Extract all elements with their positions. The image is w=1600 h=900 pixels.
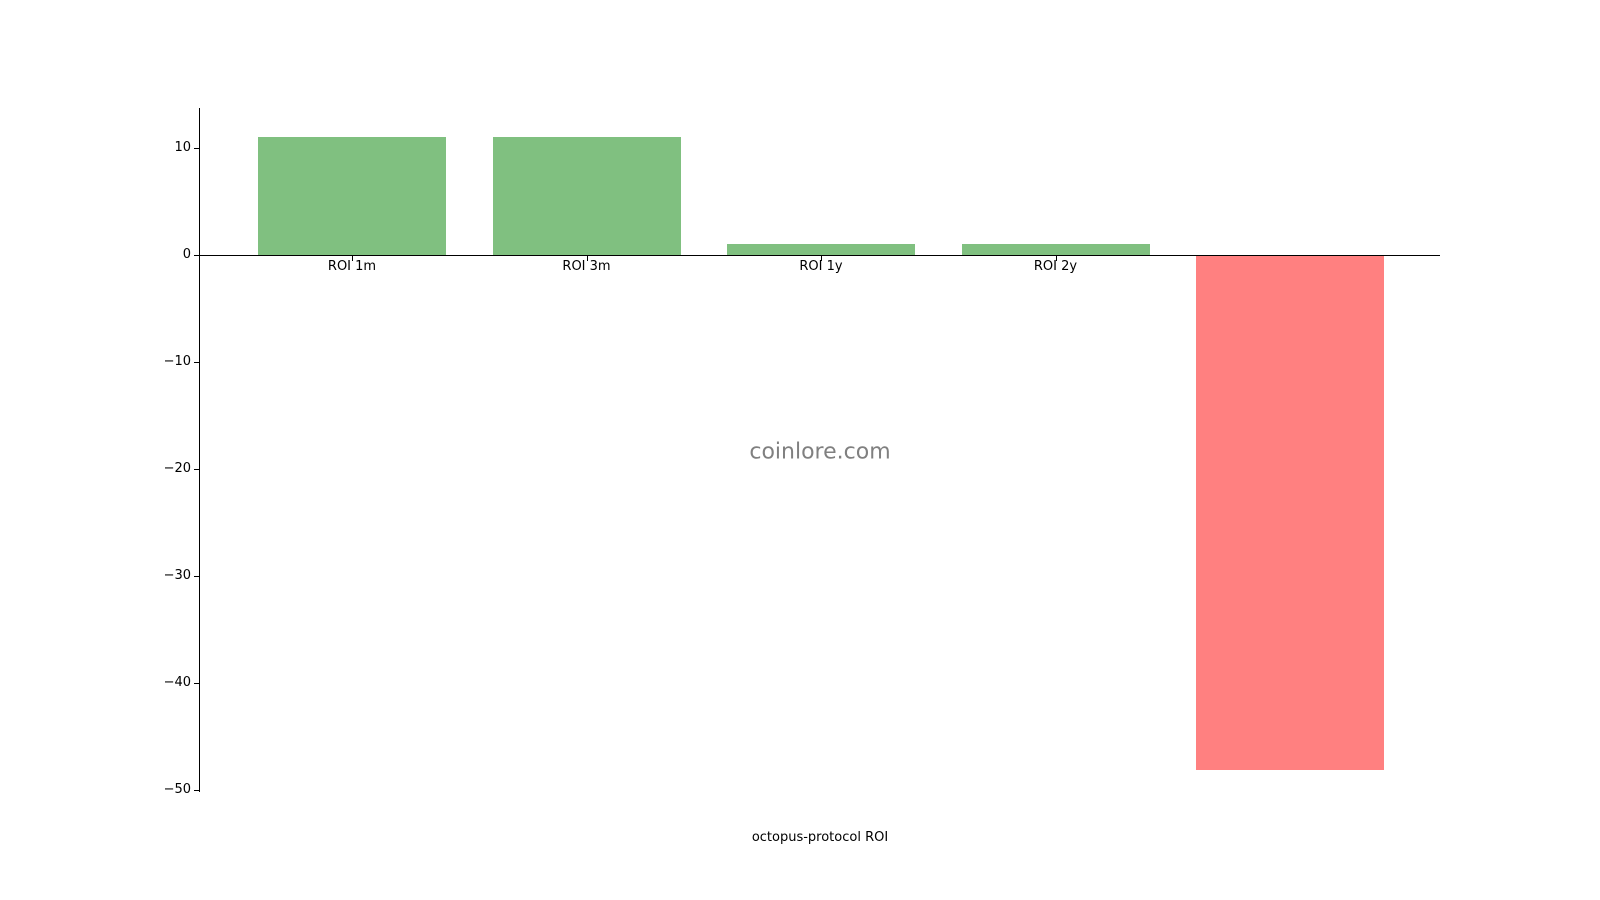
y-axis-line (199, 108, 200, 792)
y-tick-label: −20 (163, 461, 191, 476)
x-tick-label: ROI 1y (799, 259, 843, 274)
x-tick (1055, 256, 1057, 261)
x-axis-line (199, 255, 1440, 256)
y-tick-label: −10 (163, 354, 191, 369)
bar-unlabeled (1196, 256, 1384, 770)
y-tick-label: 0 (182, 247, 191, 262)
y-tick (194, 469, 199, 470)
x-tick (352, 256, 353, 261)
y-tick (194, 576, 199, 577)
y-tick (194, 255, 199, 256)
y-tick-label: −40 (163, 675, 191, 690)
bar-roi-1m (258, 137, 446, 255)
x-tick-label: ROI 3m (562, 259, 611, 274)
bar-roi-1y (727, 244, 915, 255)
y-tick-label: −50 (163, 782, 191, 797)
x-tick (821, 256, 822, 261)
y-tick (194, 790, 199, 791)
y-tick (194, 362, 199, 363)
bar-roi-3m (492, 137, 681, 255)
y-tick (194, 148, 199, 149)
x-tick (586, 256, 588, 261)
bar-roi-2y (961, 244, 1150, 255)
y-tick (194, 683, 199, 684)
x-tick-label: ROI 1m (327, 259, 377, 274)
chart-xlabel: octopus-protocol ROI (751, 830, 889, 845)
y-tick-label: 10 (174, 140, 191, 155)
x-tick-label: ROI 2y (1033, 259, 1078, 274)
watermark: coinlore.com (749, 439, 891, 465)
y-tick-label: −30 (163, 568, 191, 583)
